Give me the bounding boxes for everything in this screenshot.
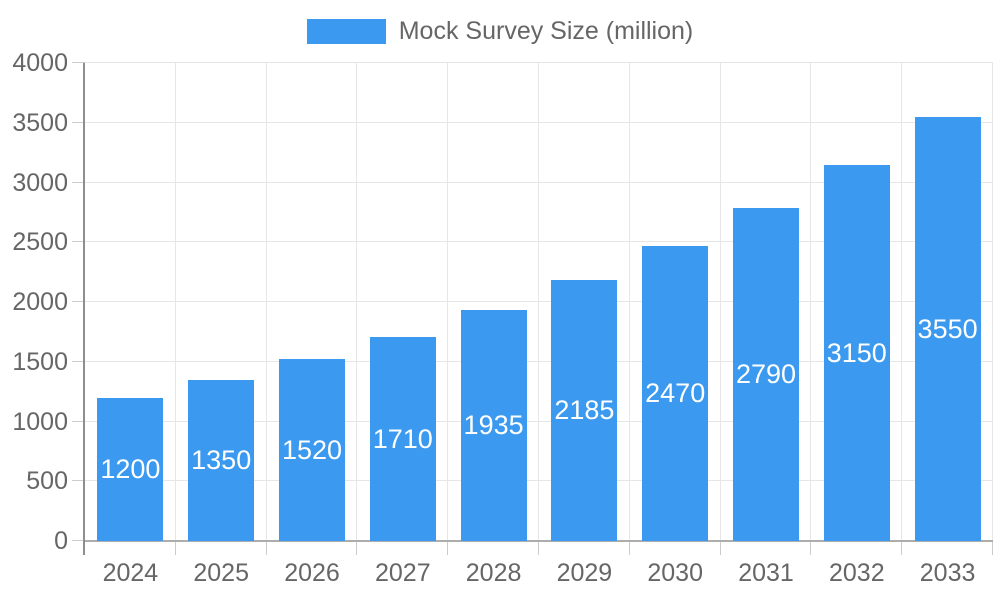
y-axis-tick [72, 540, 85, 541]
bar-2033[interactable] [914, 116, 981, 541]
bar-2024[interactable] [97, 397, 164, 541]
legend-swatch [306, 19, 386, 44]
gridline-v [356, 63, 358, 541]
x-tick-label: 2028 [465, 559, 522, 587]
bar-2027[interactable] [369, 336, 436, 541]
gridline-v [810, 63, 812, 541]
y-tick-label: 1500 [12, 347, 68, 376]
x-axis-tick [719, 541, 721, 555]
gridline-v [538, 63, 539, 541]
gridline-v [628, 63, 630, 541]
x-axis-tick [810, 541, 812, 555]
y-tick-label: 2500 [12, 228, 68, 257]
x-tick-label: 2025 [193, 559, 249, 587]
y-axis-tick [72, 301, 85, 302]
bar-value-label: 1520 [281, 435, 343, 466]
y-axis-tick [72, 480, 85, 482]
legend-item[interactable]: Mock Survey Size (million) [0, 19, 1000, 44]
x-axis-tick [356, 541, 358, 555]
x-tick-label: 2031 [738, 559, 794, 587]
y-axis-tick [72, 241, 85, 243]
bar-2025[interactable] [188, 379, 255, 541]
bar-value-label: 3550 [917, 313, 978, 344]
gridline-h [85, 62, 993, 63]
y-tick-label: 1000 [12, 407, 68, 436]
x-tick-label: 2024 [102, 559, 159, 587]
y-axis-tick [72, 62, 85, 63]
y-axis-tick [72, 181, 85, 183]
y-axis-tick [72, 121, 85, 123]
x-tick-label: 2029 [556, 559, 613, 587]
y-tick-label: 3000 [12, 168, 68, 197]
bar-value-label: 1350 [191, 445, 252, 476]
x-tick-label: 2026 [284, 559, 340, 587]
x-axis-tick [174, 541, 176, 555]
bar-2029[interactable] [551, 279, 618, 541]
x-axis-tick [628, 541, 630, 555]
x-tick-label: 2030 [647, 559, 703, 587]
x-axis-tick [901, 541, 903, 555]
bar-2026[interactable] [279, 359, 345, 541]
bar-value-label: 1710 [372, 423, 433, 454]
bar-value-label: 3150 [826, 337, 887, 368]
y-axis-tick [72, 420, 85, 422]
bar-2032[interactable] [823, 164, 890, 541]
bar-2030[interactable] [642, 245, 709, 541]
bar-value-label: 2790 [735, 359, 797, 390]
y-axis-tick [72, 360, 85, 362]
y-tick-label: 500 [26, 467, 68, 496]
y-tick-label: 0 [54, 527, 68, 555]
x-tick-label: 2033 [919, 559, 976, 587]
x-axis-tick [265, 541, 267, 555]
gridline-v [992, 63, 993, 541]
y-tick-label: 3500 [12, 108, 68, 137]
gridline-v [265, 63, 267, 541]
y-axis-line [83, 63, 85, 555]
bar-value-label: 2185 [554, 395, 615, 426]
bar-2031[interactable] [733, 207, 799, 541]
gridline-v [447, 63, 449, 541]
bar-2028[interactable] [460, 309, 527, 541]
gridline-h [85, 121, 993, 123]
y-tick-label: 4000 [12, 49, 68, 77]
bar-value-label: 1200 [100, 454, 161, 485]
legend-label: Mock Survey Size (million) [398, 17, 694, 45]
x-axis-tick [538, 541, 539, 555]
x-axis-tick [447, 541, 449, 555]
bar-value-label: 1935 [463, 410, 524, 441]
gridline-v [174, 63, 176, 541]
gridline-v [901, 63, 903, 541]
x-tick-label: 2032 [828, 559, 885, 587]
bar-value-label: 2470 [645, 378, 706, 409]
x-tick-label: 2027 [374, 559, 431, 587]
y-tick-label: 2000 [12, 288, 68, 316]
x-axis-tick [992, 541, 993, 555]
gridline-v [719, 63, 721, 541]
